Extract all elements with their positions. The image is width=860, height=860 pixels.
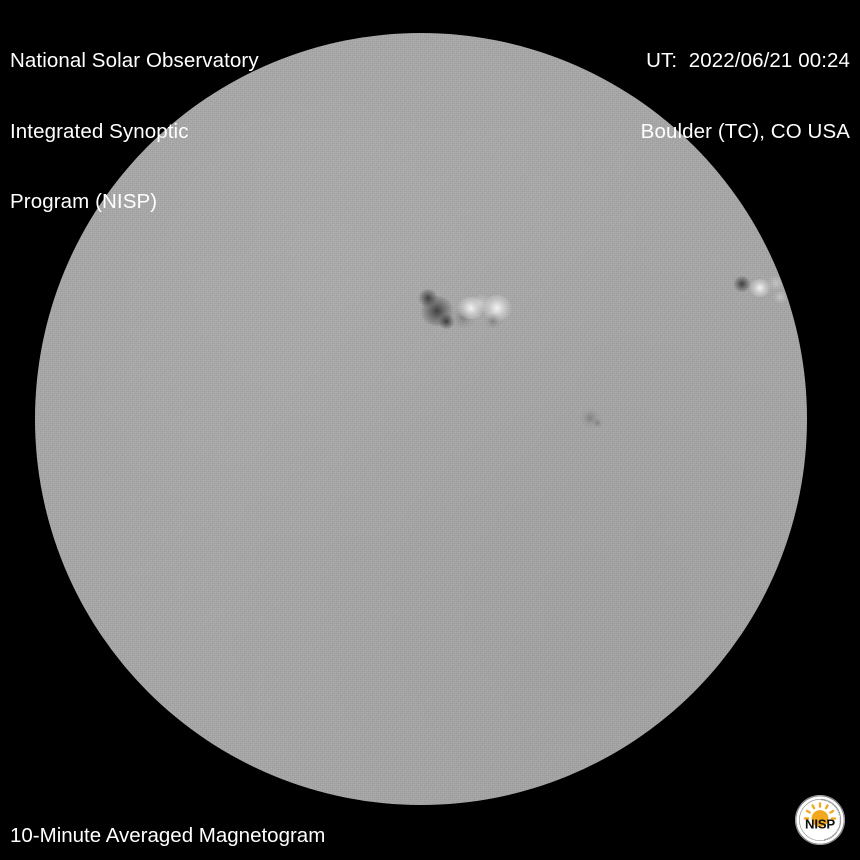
header-site-location: Boulder (TC), CO USA — [640, 119, 850, 143]
header-observatory-line-3: Program (NISP) — [10, 190, 158, 213]
plage-bridge — [450, 308, 476, 328]
logo-sun-mark — [803, 802, 837, 827]
limb-region-positive — [749, 279, 771, 297]
active-region-trailing-positive-2 — [471, 295, 491, 311]
header-observatory-line-1: National Solar Observatory — [10, 49, 259, 72]
header-timestamp-block: UT: 2022/06/21 00:24 Boulder (TC), CO US… — [641, 2, 850, 190]
active-region-leading-positive — [482, 295, 512, 321]
limb-region-negative — [733, 276, 751, 292]
active-region-leading-negative — [484, 314, 502, 328]
limb-region-faint — [773, 291, 787, 303]
quiet-sun-pore — [580, 409, 600, 427]
header-observatory-block: National Solar Observatory Integrated Sy… — [10, 2, 259, 261]
active-region-core-negative — [420, 296, 454, 326]
logo-inner-ring — [799, 799, 841, 841]
nisp-logo: NSO INTEGRATED SYNOPTIC PROGRAM NISP — [792, 792, 848, 848]
active-region-core-negative-3 — [438, 314, 455, 329]
product-caption: 10-Minute Averaged Magnetogram — [10, 824, 326, 847]
active-region-core-negative-2 — [418, 289, 438, 307]
active-region-trailing-positive — [457, 297, 485, 319]
logo-outer-ring — [795, 795, 845, 845]
header-observatory-line-2: Integrated Synoptic — [10, 119, 189, 143]
quiet-sun-speck — [592, 418, 603, 428]
header-ut-timestamp: UT: 2022/06/21 00:24 — [646, 49, 850, 72]
limb-region-positive-2 — [768, 276, 784, 290]
logo-wordmark: NISP — [805, 816, 835, 831]
